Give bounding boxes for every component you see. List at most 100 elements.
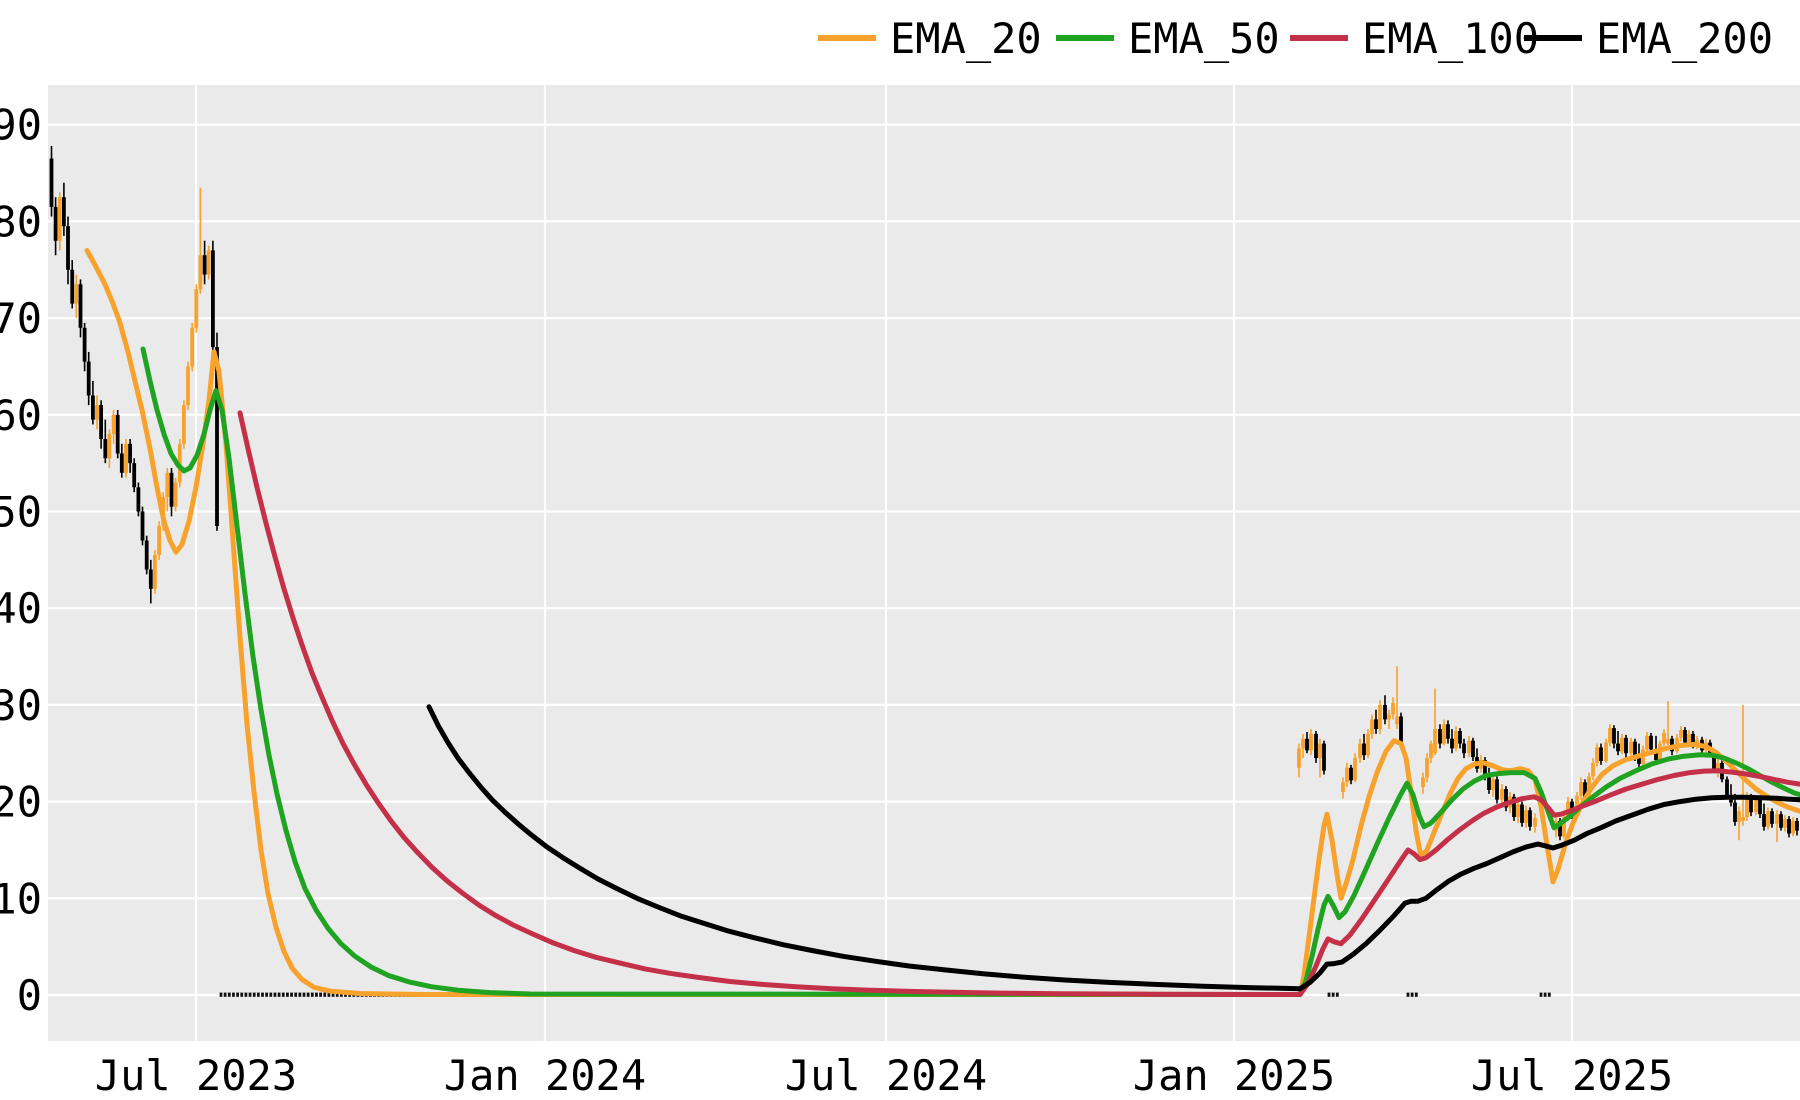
candle-body [53,206,58,241]
y-tick-label: 10 [0,874,42,923]
candle-body [128,443,132,464]
x-tick-label: Jan 2024 [444,1051,646,1100]
candle-body [206,250,211,275]
candle-body [1783,819,1787,828]
candle-body [1520,804,1524,823]
candle-body [1624,737,1628,754]
candle-body [62,197,66,227]
candle-body [1454,731,1458,749]
candle-body [95,405,99,420]
plot-area [48,85,1800,1041]
candle-body [1716,762,1720,770]
candle-body [190,327,195,367]
candle-body [1471,740,1475,758]
candle-body [1612,728,1616,744]
y-tick-label: 50 [0,488,42,537]
candle-body [1495,779,1499,800]
candle-body [1301,738,1305,749]
candle-body [1595,747,1599,763]
candle-body [1433,729,1437,754]
candle-body [136,487,141,512]
candle-body [57,197,62,241]
candle-body [173,482,178,507]
candle-body [1504,789,1508,808]
y-tick-label: 60 [0,391,42,440]
candle-body [1341,782,1345,792]
candle-body [169,472,174,507]
y-tick-label: 40 [0,584,42,633]
candle-body [1399,716,1403,744]
candle-body [1366,733,1370,756]
candle-body [198,255,203,290]
candle-body [1387,714,1391,720]
candle-body [1500,789,1504,800]
y-axis-labels: 0 10 20 30 40 50 60 70 80 90 [0,101,42,1020]
candle-body [1558,820,1562,837]
candle-body [1712,754,1716,770]
legend-label: EMA_50 [1128,14,1280,63]
candle-body [157,526,161,556]
candle-body [1637,757,1641,764]
candle-body [1516,804,1520,818]
candle-body [1604,742,1608,761]
candle-body [1429,743,1433,759]
candle-body [1791,820,1795,834]
candle-body [1762,814,1766,827]
legend-item-ema_200: EMA_200 [1524,14,1773,63]
candle-body [1737,811,1741,822]
candle-body [1770,811,1774,824]
candle-body [1749,796,1753,813]
candle-body [1349,767,1353,781]
candle-body [1421,777,1425,788]
legend-item-ema_20: EMA_20 [818,14,1042,63]
x-tick-label: Jul 2025 [1471,1051,1673,1100]
candle-body [1687,733,1691,743]
legend-label: EMA_100 [1362,14,1539,63]
candle-body [70,269,75,304]
candle-body [1579,782,1583,796]
candle-body [1691,733,1695,746]
candle-body [1395,716,1399,725]
candle-body [1733,802,1737,822]
candle-body [1512,796,1516,818]
candle-body [165,472,170,497]
candle-body [1438,729,1442,744]
candle-body [1583,782,1587,798]
candle-body [1754,799,1758,813]
candle-body [1666,738,1670,744]
candle-body [211,250,215,348]
candle-body [1442,724,1446,744]
candle-body [103,438,108,459]
candle-body [1629,741,1633,754]
candle-body [1425,758,1429,778]
candle-body [132,463,137,488]
candle-body [1528,810,1532,827]
candle-body [182,405,186,444]
legend: EMA_20 EMA_50 EMA_100 EMA_200 [818,14,1773,63]
candle-body [1775,814,1779,824]
candle-body [1779,814,1783,828]
candle-body [1378,704,1382,730]
legend-item-ema_100: EMA_100 [1290,14,1539,63]
ema-line-ema_100 [237,410,1800,997]
candle-body [91,395,95,420]
candle-body [78,284,83,328]
candle-body [111,414,116,435]
candle-body [66,226,70,270]
candle-body [186,366,190,406]
candle-body [49,158,54,207]
candle-body [1633,741,1637,758]
candle-body [1362,743,1366,756]
candle-body [86,361,91,396]
candle-body [1314,733,1318,759]
y-tick-label: 80 [0,197,42,246]
candle-body [1679,730,1683,738]
ema-line-ema_50 [140,346,1800,997]
candle-body [153,555,157,589]
y-tick-label: 0 [17,971,42,1020]
legend-item-ema_50: EMA_50 [1056,14,1280,63]
candle-body [202,255,207,275]
candle-body [1745,796,1749,818]
candle-body [107,434,112,459]
